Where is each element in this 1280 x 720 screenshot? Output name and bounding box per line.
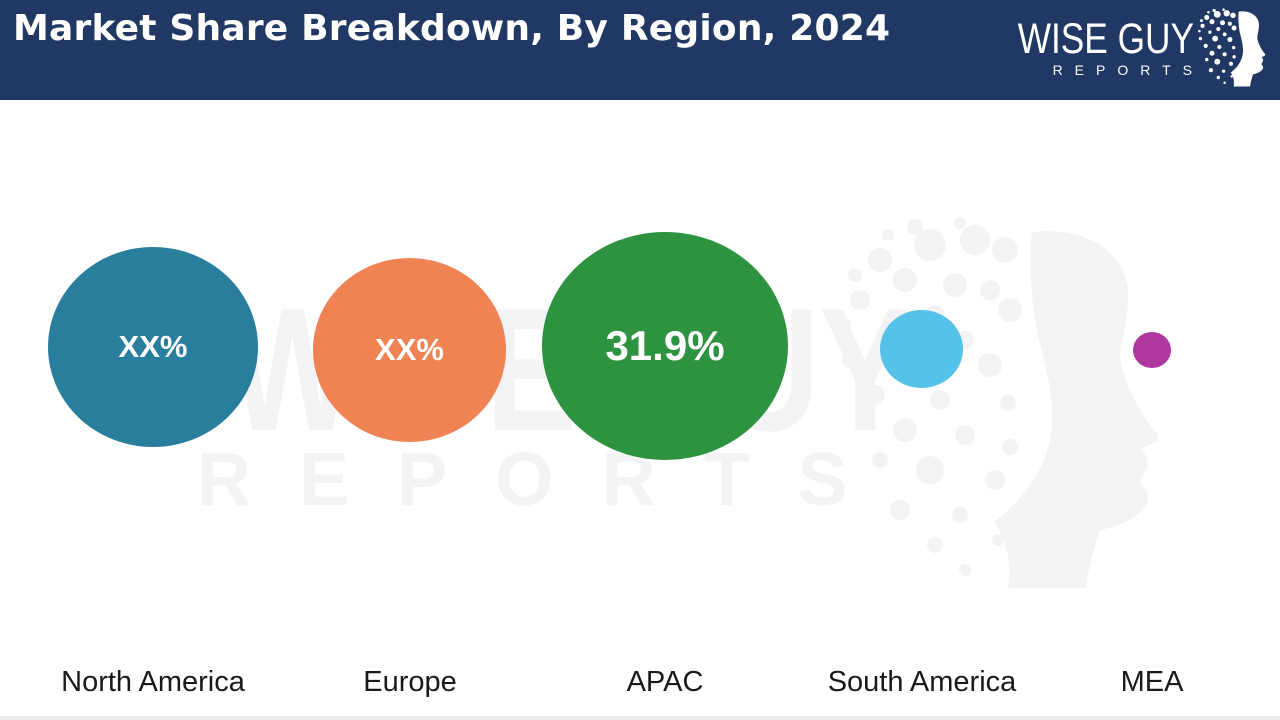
logo-subtext: REPORTS bbox=[1052, 62, 1204, 78]
region-label-north-america: North America bbox=[61, 666, 245, 698]
bubble-mea bbox=[1133, 332, 1171, 368]
logo-head-icon bbox=[1196, 8, 1268, 88]
watermark-subtext: REPORTS bbox=[197, 437, 896, 521]
bubble-value-label: 31.9% bbox=[605, 322, 725, 369]
bubble-apac: 31.9% bbox=[542, 232, 788, 460]
chart-area: WISE GUY REPORTS XX% XX% 31.9% North Ame… bbox=[0, 100, 1280, 720]
bubble-europe: XX% bbox=[313, 258, 506, 442]
logo-wordmark: WISE GUY bbox=[1017, 15, 1194, 63]
region-label-apac: APAC bbox=[626, 666, 704, 698]
page-title: Market Share Breakdown, By Region, 2024 bbox=[13, 8, 891, 49]
wise-guy-logo: WISE GUY REPORTS bbox=[979, 8, 1268, 88]
bubble-value-label: XX% bbox=[375, 332, 444, 367]
bottom-edge-strip bbox=[0, 716, 1280, 720]
region-label-south-america: South America bbox=[827, 666, 1017, 698]
bubble-value-label: XX% bbox=[118, 329, 188, 364]
header-bar: Market Share Breakdown, By Region, 2024 … bbox=[0, 0, 1280, 100]
logo-text: WISE GUY REPORTS bbox=[979, 15, 1194, 79]
bubble-north-america: XX% bbox=[48, 247, 258, 447]
bubble-south-america bbox=[880, 310, 963, 388]
region-label-mea: MEA bbox=[1120, 666, 1184, 698]
region-label-europe: Europe bbox=[363, 666, 457, 698]
